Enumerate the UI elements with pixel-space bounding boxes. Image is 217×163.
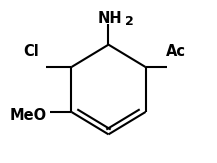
Text: Cl: Cl	[23, 44, 39, 59]
Text: MeO: MeO	[10, 108, 47, 123]
Text: NH: NH	[98, 11, 122, 26]
Text: Ac: Ac	[166, 44, 186, 59]
Text: 2: 2	[125, 15, 133, 28]
